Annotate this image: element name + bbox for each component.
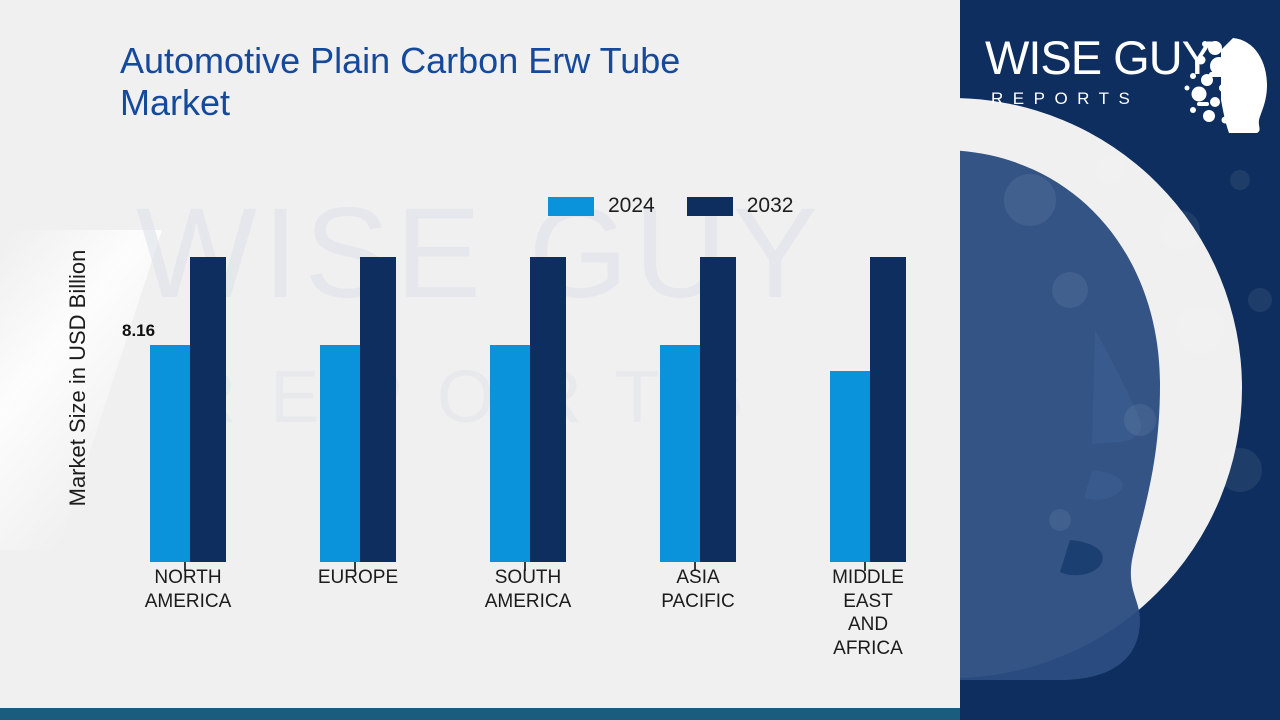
x-axis-category-line: SOUTH [494,567,562,588]
bar-2024[interactable] [660,345,700,562]
x-axis-category-line: ASIA [676,567,720,588]
bar-2032[interactable] [700,256,736,562]
brand-logo-wordmark: WISE GUY [985,31,1213,84]
bar-2024[interactable] [830,370,870,562]
x-axis-tick [354,562,356,571]
x-axis-category-line: EUROPE [317,567,399,588]
legend-label-2024: 2024 [608,194,655,217]
legend-swatch-2024 [548,196,594,216]
brand-logo[interactable]: WISE GUY REPORTS [985,31,1267,133]
x-axis-tick [524,562,526,571]
x-axis-category-line: AMERICA [144,590,232,612]
page-title-line1: Automotive Plain Carbon Erw Tube [120,40,681,81]
bar-2032[interactable] [530,256,566,562]
x-axis-category-line: NORTH [154,567,222,588]
x-axis-category-line: AFRICA [833,637,903,659]
bottom-accent-bar [0,708,960,720]
x-axis-category-label: EUROPE [288,566,428,590]
legend-label-2032: 2032 [746,194,794,217]
bar-group [490,230,566,571]
x-axis-category-label: NORTH AMERICA [118,566,258,613]
x-axis-category-line: AMERICA [484,590,572,612]
bar-2032[interactable] [870,256,906,562]
x-axis-category-line: MIDDLE [832,567,904,588]
bar-2024[interactable] [150,345,190,562]
x-axis-tick [694,562,696,571]
x-axis-category-label: ASIA PACIFIC [628,566,768,613]
page-title: Automotive Plain Carbon Erw Tube Market [120,40,880,125]
x-axis-category-label: MIDDLE EAST AND AFRICA [798,566,938,660]
dotted-head-profile-icon [1184,38,1267,133]
x-axis-labels: NORTH AMERICA EUROPE SOUTH AMERICA ASIA PACIFI… [120,566,920,676]
chart-legend: 2024 2032 [548,194,793,218]
bar-2032[interactable] [190,256,226,562]
x-axis-category-line: AND [847,614,889,636]
bar-value-label: 8.16 [122,321,156,341]
brand-logo-subtitle: REPORTS [991,89,1140,108]
bar-group [830,230,906,571]
bar-group: 8.16 [122,230,226,571]
page-title-line2: Market [120,82,231,124]
bar-2024[interactable] [320,345,360,562]
chart-area: WISE GUY REPORTS Automotive Plain Carbon… [0,40,960,720]
x-axis-tick [184,562,186,571]
bar-group [660,230,736,571]
plot-area: 8.16 [120,230,920,571]
brand-panel-artwork [960,98,1272,680]
x-axis-category-line: EAST [843,590,893,612]
bar-2024[interactable] [490,345,530,562]
x-axis-category-line: PACIFIC [661,590,735,612]
legend-swatch-2032 [686,196,733,216]
x-axis-tick [864,562,866,571]
bar-2032[interactable] [360,256,396,562]
bar-group [320,230,396,571]
legend-item-2024[interactable]: 2024 [548,194,655,218]
legend-item-2032[interactable]: 2032 [686,194,794,218]
x-axis-category-label: SOUTH AMERICA [458,566,598,613]
y-axis-label: Market Size in USD Billion [65,249,90,507]
